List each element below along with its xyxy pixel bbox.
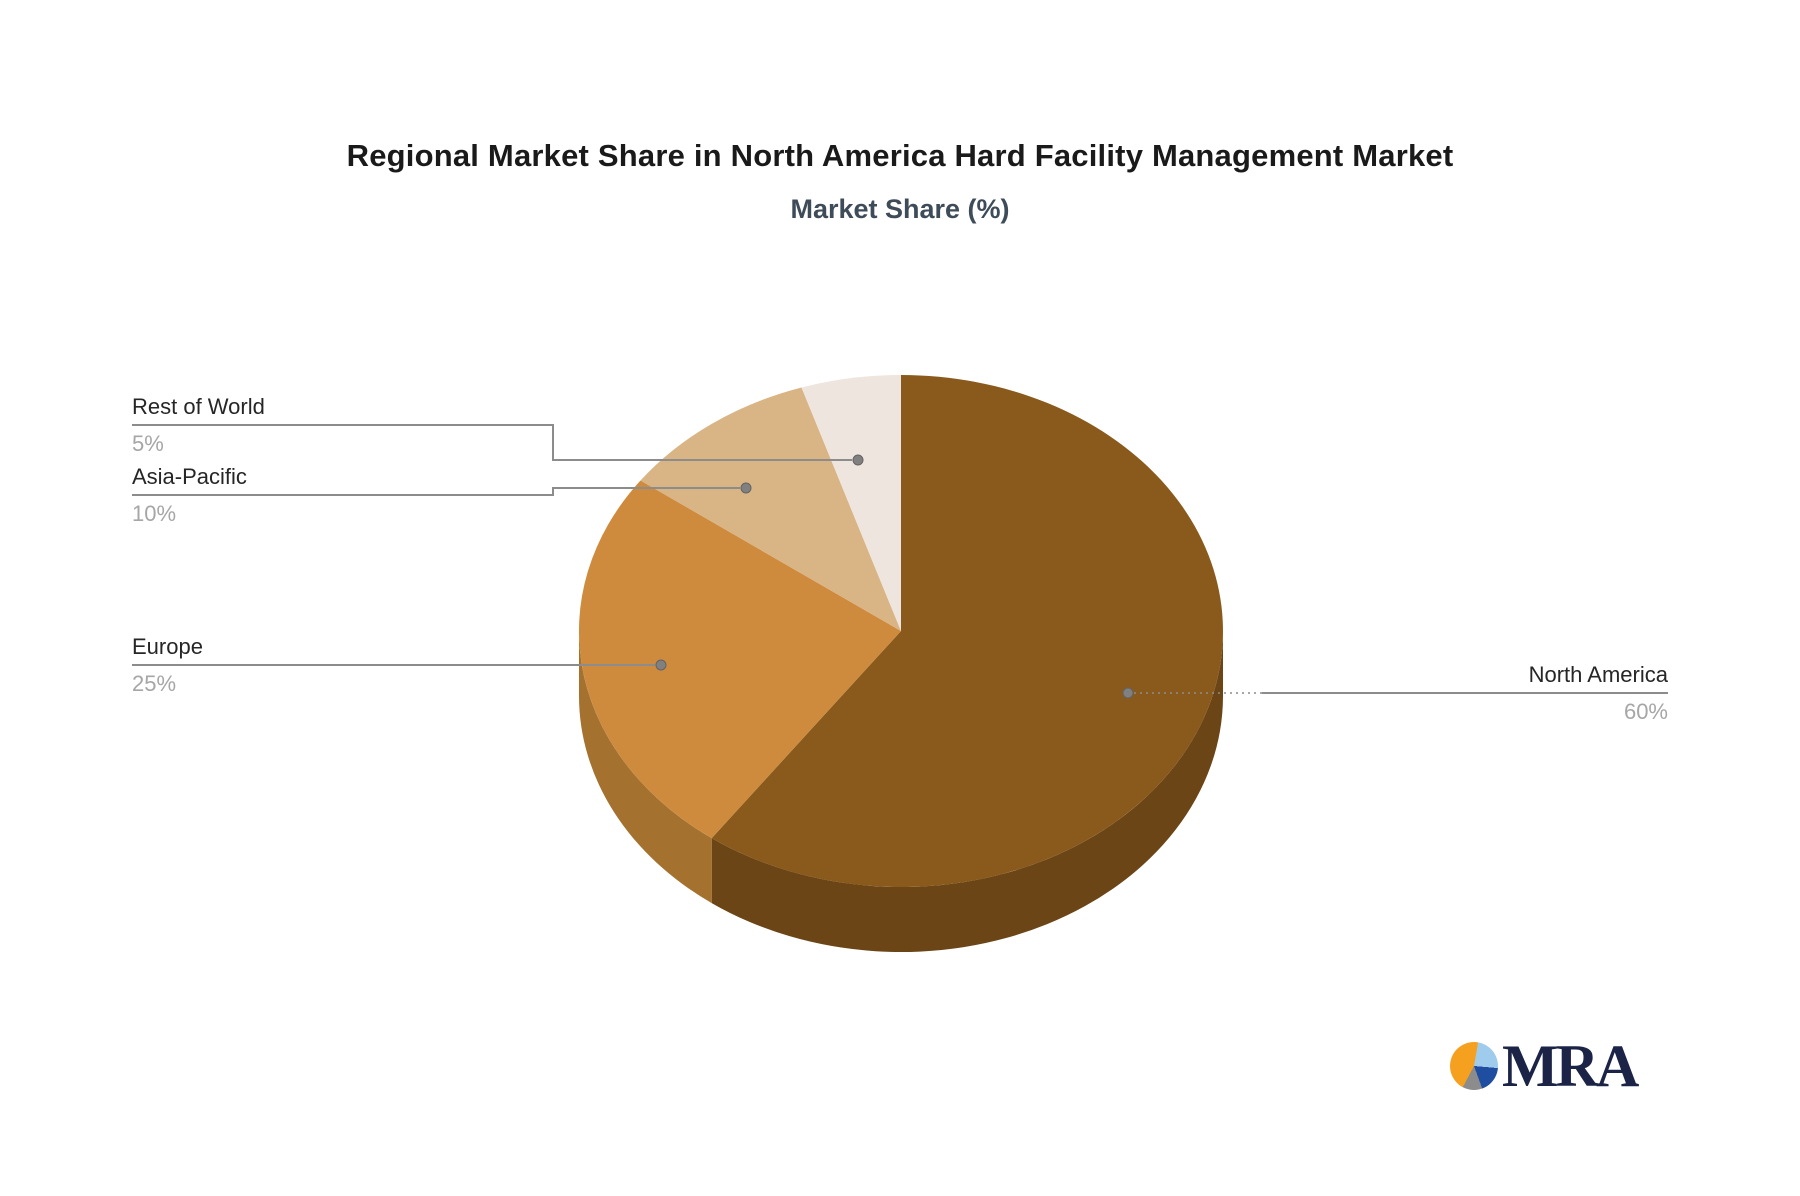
slice-label-asia-pacific: Asia-Pacific [132, 464, 247, 489]
slice-value-asia-pacific: 10% [132, 501, 177, 526]
callout-dots [655, 454, 1134, 699]
slice-value-rest-of-world: 5% [132, 431, 164, 456]
pie-slice-asia-pacific [640, 387, 901, 631]
callout-dot-rest-of-world [852, 454, 864, 466]
slice-label-north-america: North America [1528, 662, 1668, 687]
leader-lines [132, 424, 1668, 694]
slice-value-north-america: 60% [1623, 699, 1668, 724]
leader-line-rest-of-world [132, 424, 852, 461]
slice-label-rest-of-world: Rest of World [132, 394, 265, 419]
mra-logo: MRA [1450, 1033, 1639, 1099]
mra-logo-pie-icon [1450, 1042, 1498, 1090]
pie-slice-side [579, 631, 712, 904]
leader-line-asia-pacific [132, 487, 740, 496]
pie-slice-north-america [711, 375, 1223, 887]
chart-subtitle: Market Share (%) [790, 194, 1010, 224]
chart-title: Regional Market Share in North America H… [346, 138, 1454, 173]
pie-slice-side [711, 631, 1223, 953]
callout-dot-asia-pacific [740, 482, 752, 494]
mra-logo-text: MRA [1502, 1033, 1639, 1099]
slice-label-europe: Europe [132, 634, 203, 659]
callout-dot-north-america [1122, 687, 1134, 699]
pie-slice-europe [578, 480, 901, 839]
pie-slice-rest-of-world [801, 375, 901, 631]
callout-dot-europe [655, 659, 667, 671]
slice-value-europe: 25% [132, 671, 177, 696]
pie-slices-layer [578, 375, 1223, 953]
